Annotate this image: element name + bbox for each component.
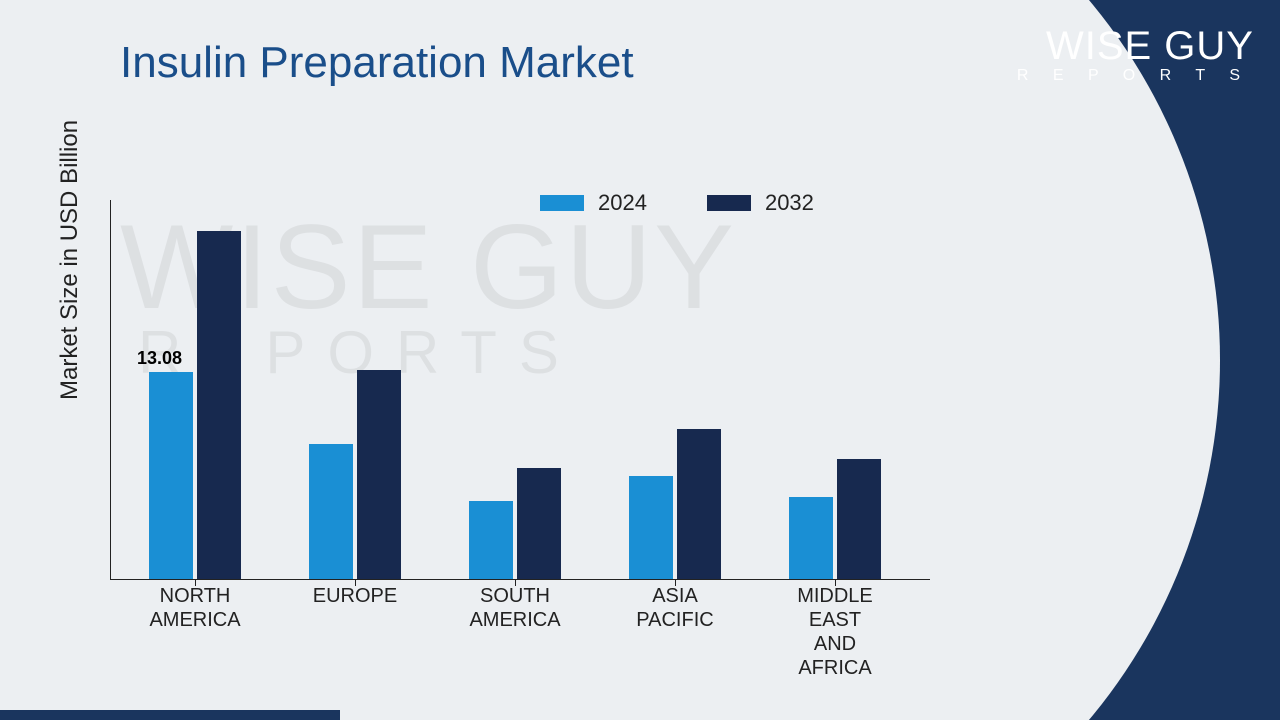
- x-axis: [110, 579, 930, 580]
- category-label: NORTH AMERICA: [125, 584, 265, 632]
- bar-group: [149, 231, 241, 579]
- data-label: 13.08: [137, 348, 182, 369]
- chart-title: Insulin Preparation Market: [120, 38, 634, 88]
- category-label: SOUTH AMERICA: [445, 584, 585, 632]
- footer-strip: [0, 710, 340, 720]
- bar-2024: [789, 497, 833, 579]
- bar-2032: [197, 231, 241, 579]
- bar-chart: 13.08: [110, 200, 930, 580]
- brand-sub: R E P O R T S: [1017, 68, 1250, 84]
- bar-2024: [309, 444, 353, 579]
- bar-2032: [837, 459, 881, 579]
- bar-group: [469, 468, 561, 579]
- y-axis-label: Market Size in USD Billion: [56, 120, 84, 400]
- page-root: Insulin Preparation Market WISE GUY R E …: [0, 0, 1280, 720]
- bar-group: [629, 429, 721, 579]
- bar-2032: [357, 370, 401, 579]
- bar-group: [789, 459, 881, 579]
- category-label: EUROPE: [285, 584, 425, 608]
- brand-top: WISE GUY: [1017, 26, 1254, 66]
- bar-group: [309, 370, 401, 579]
- x-category-labels: NORTH AMERICA EUROPE SOUTH AMERICA ASIA PAC…: [110, 584, 930, 694]
- bar-2032: [677, 429, 721, 579]
- y-axis: [110, 200, 111, 580]
- category-label: MIDDLE EAST AND AFRICA: [765, 584, 905, 680]
- bar-2024: [149, 372, 193, 579]
- bar-2024: [629, 476, 673, 579]
- brand-logo: WISE GUY R E P O R T S: [1017, 26, 1254, 84]
- bar-2024: [469, 501, 513, 579]
- bar-2032: [517, 468, 561, 579]
- category-label: ASIA PACIFIC: [605, 584, 745, 632]
